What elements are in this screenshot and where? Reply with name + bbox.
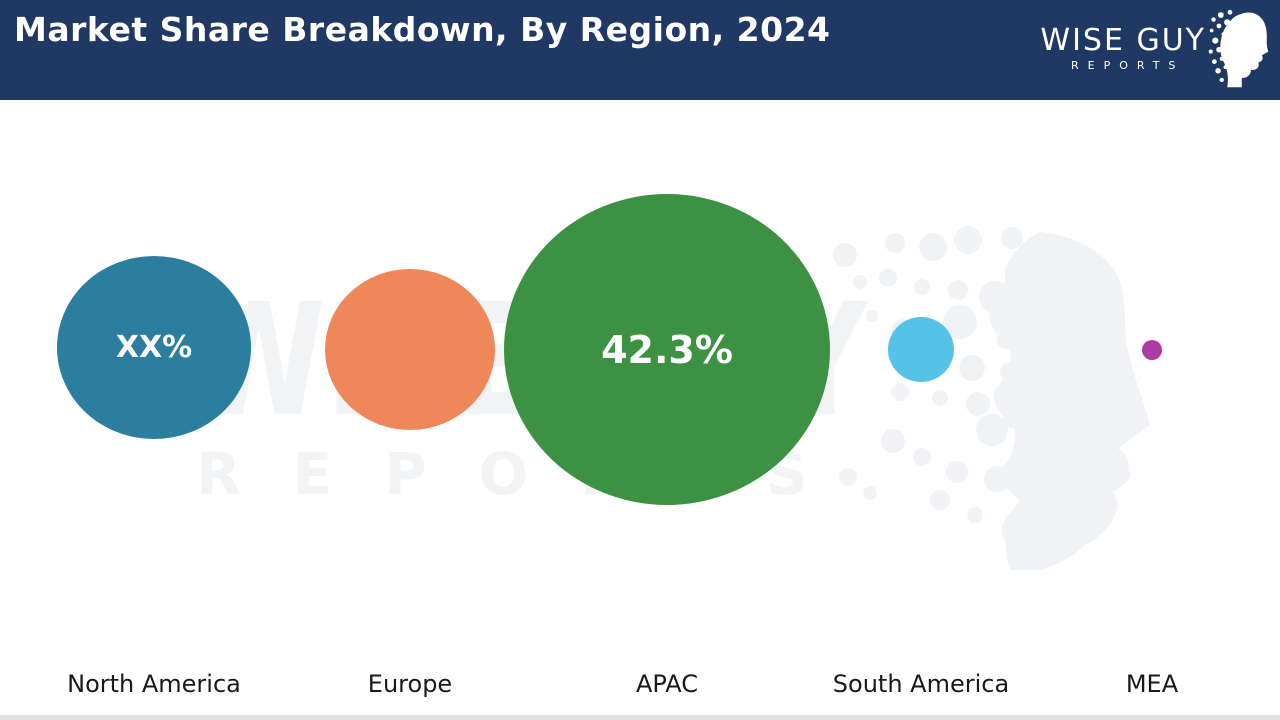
logo-text: WISE GUY REPORTS: [1040, 23, 1206, 72]
category-label-europe: Europe: [367, 670, 453, 698]
bottom-divider: [0, 715, 1280, 720]
header-bar: Market Share Breakdown, By Region, 2024 …: [0, 0, 1280, 100]
bubble-south-america: [888, 317, 954, 382]
bubble-mea: [1142, 340, 1162, 360]
bubble-value-label: 42.3%: [601, 327, 733, 372]
logo: WISE GUY REPORTS: [1040, 6, 1272, 88]
category-label-apac: APAC: [635, 670, 699, 698]
bubble-apac: 42.3%: [504, 194, 830, 505]
category-label-mea: MEA: [1125, 670, 1179, 698]
bubble-north-america: XX%: [57, 256, 251, 439]
bubble-value-label: XX%: [115, 330, 193, 365]
bubble-europe: [325, 269, 495, 430]
page-title: Market Share Breakdown, By Region, 2024: [14, 10, 831, 49]
category-label-south-america: South America: [832, 670, 1010, 698]
logo-wordmark: WISE GUY: [1040, 22, 1206, 58]
logo-tagline: REPORTS: [1070, 58, 1185, 72]
watermark-head-graphic: [833, 226, 1150, 570]
chart-area: WISE GUY REPORTS XX%: [0, 100, 1280, 720]
category-label-north-america: North America: [67, 670, 241, 698]
logo-head-icon: [1208, 9, 1269, 88]
